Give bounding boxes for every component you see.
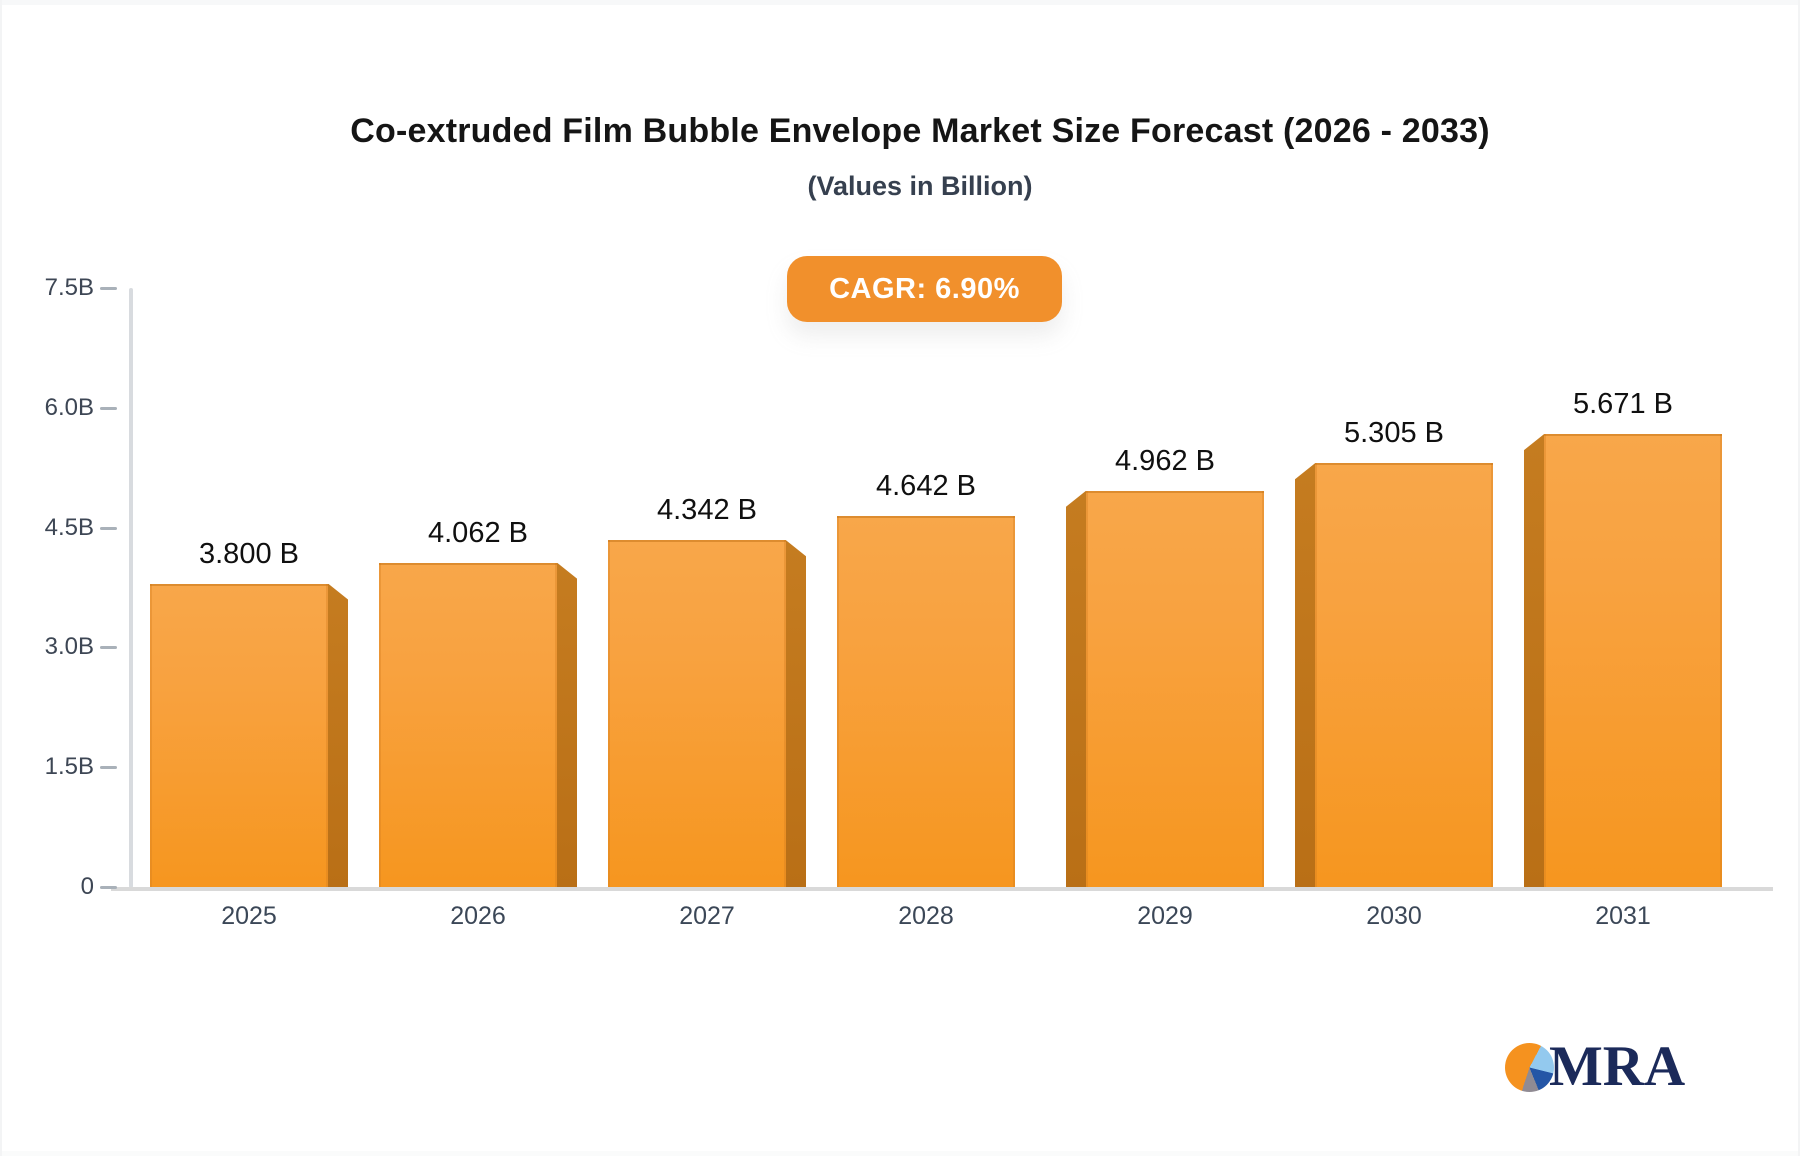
bar-side-2030 — [1295, 463, 1315, 887]
bar-value-label-2026: 4.062 B — [428, 516, 528, 549]
y-axis-tick — [100, 287, 117, 290]
bar-2027 — [608, 540, 786, 887]
mra-logo-text: MRA — [1549, 1035, 1686, 1098]
x-axis-label-2028: 2028 — [898, 902, 954, 930]
mra-logo: MRA — [1505, 1032, 1685, 1102]
cagr-badge: CAGR: 6.90% — [787, 256, 1062, 322]
y-axis-tick-label: 1.5B — [44, 753, 94, 781]
page-right-border — [1798, 0, 1800, 1156]
bar-side-2027 — [786, 540, 806, 887]
bar-2031 — [1544, 434, 1722, 887]
bar-side-2031 — [1524, 434, 1544, 887]
chart-subtitle: (Values in Billion) — [807, 171, 1033, 201]
y-axis-tick-label: 3.0B — [44, 633, 94, 661]
x-axis-label-2030: 2030 — [1366, 902, 1422, 930]
bar-side-2029 — [1066, 490, 1086, 887]
y-axis-tick — [100, 766, 117, 770]
bar-value-label-2025: 3.800 B — [199, 537, 299, 570]
x-axis-label-2025: 2025 — [221, 902, 277, 930]
y-axis-tick — [100, 526, 117, 530]
y-axis-tick — [100, 886, 117, 889]
page-top-border — [0, 0, 1800, 5]
y-axis-tick-label: 4.5B — [44, 513, 94, 541]
page-bottom-border — [0, 1151, 1800, 1156]
bar-value-label-2030: 5.305 B — [1344, 417, 1444, 450]
mra-pie-logo-icon — [1505, 1042, 1554, 1092]
page-left-border — [0, 0, 2, 1156]
y-axis-tick — [100, 646, 117, 650]
bar-side-2026 — [557, 562, 577, 887]
y-axis-line — [129, 288, 133, 888]
y-axis-tick-label: 0 — [80, 873, 94, 900]
bar-value-label-2029: 4.962 B — [1115, 444, 1215, 477]
bar-value-label-2031: 5.671 B — [1573, 388, 1673, 421]
x-axis-label-2031: 2031 — [1595, 902, 1651, 930]
y-axis-tick — [100, 406, 117, 410]
y-axis-tick-label: 7.5B — [44, 274, 94, 301]
chart-title: Co-extruded Film Bubble Envelope Market … — [350, 112, 1490, 150]
bar-2028 — [837, 516, 1015, 887]
bar-side-2025 — [328, 583, 348, 887]
bar-2029 — [1086, 490, 1264, 887]
bar-value-label-2028: 4.642 B — [876, 470, 976, 503]
bar-2025 — [150, 583, 328, 887]
x-axis-baseline — [111, 887, 1773, 891]
bar-2030 — [1315, 463, 1493, 887]
x-axis-label-2029: 2029 — [1137, 902, 1193, 930]
x-axis-label-2027: 2027 — [679, 902, 735, 930]
bar-value-label-2027: 4.342 B — [657, 494, 757, 527]
bar-2026 — [379, 562, 557, 887]
x-axis-label-2026: 2026 — [450, 902, 506, 930]
y-axis-tick-label: 6.0B — [44, 393, 94, 421]
